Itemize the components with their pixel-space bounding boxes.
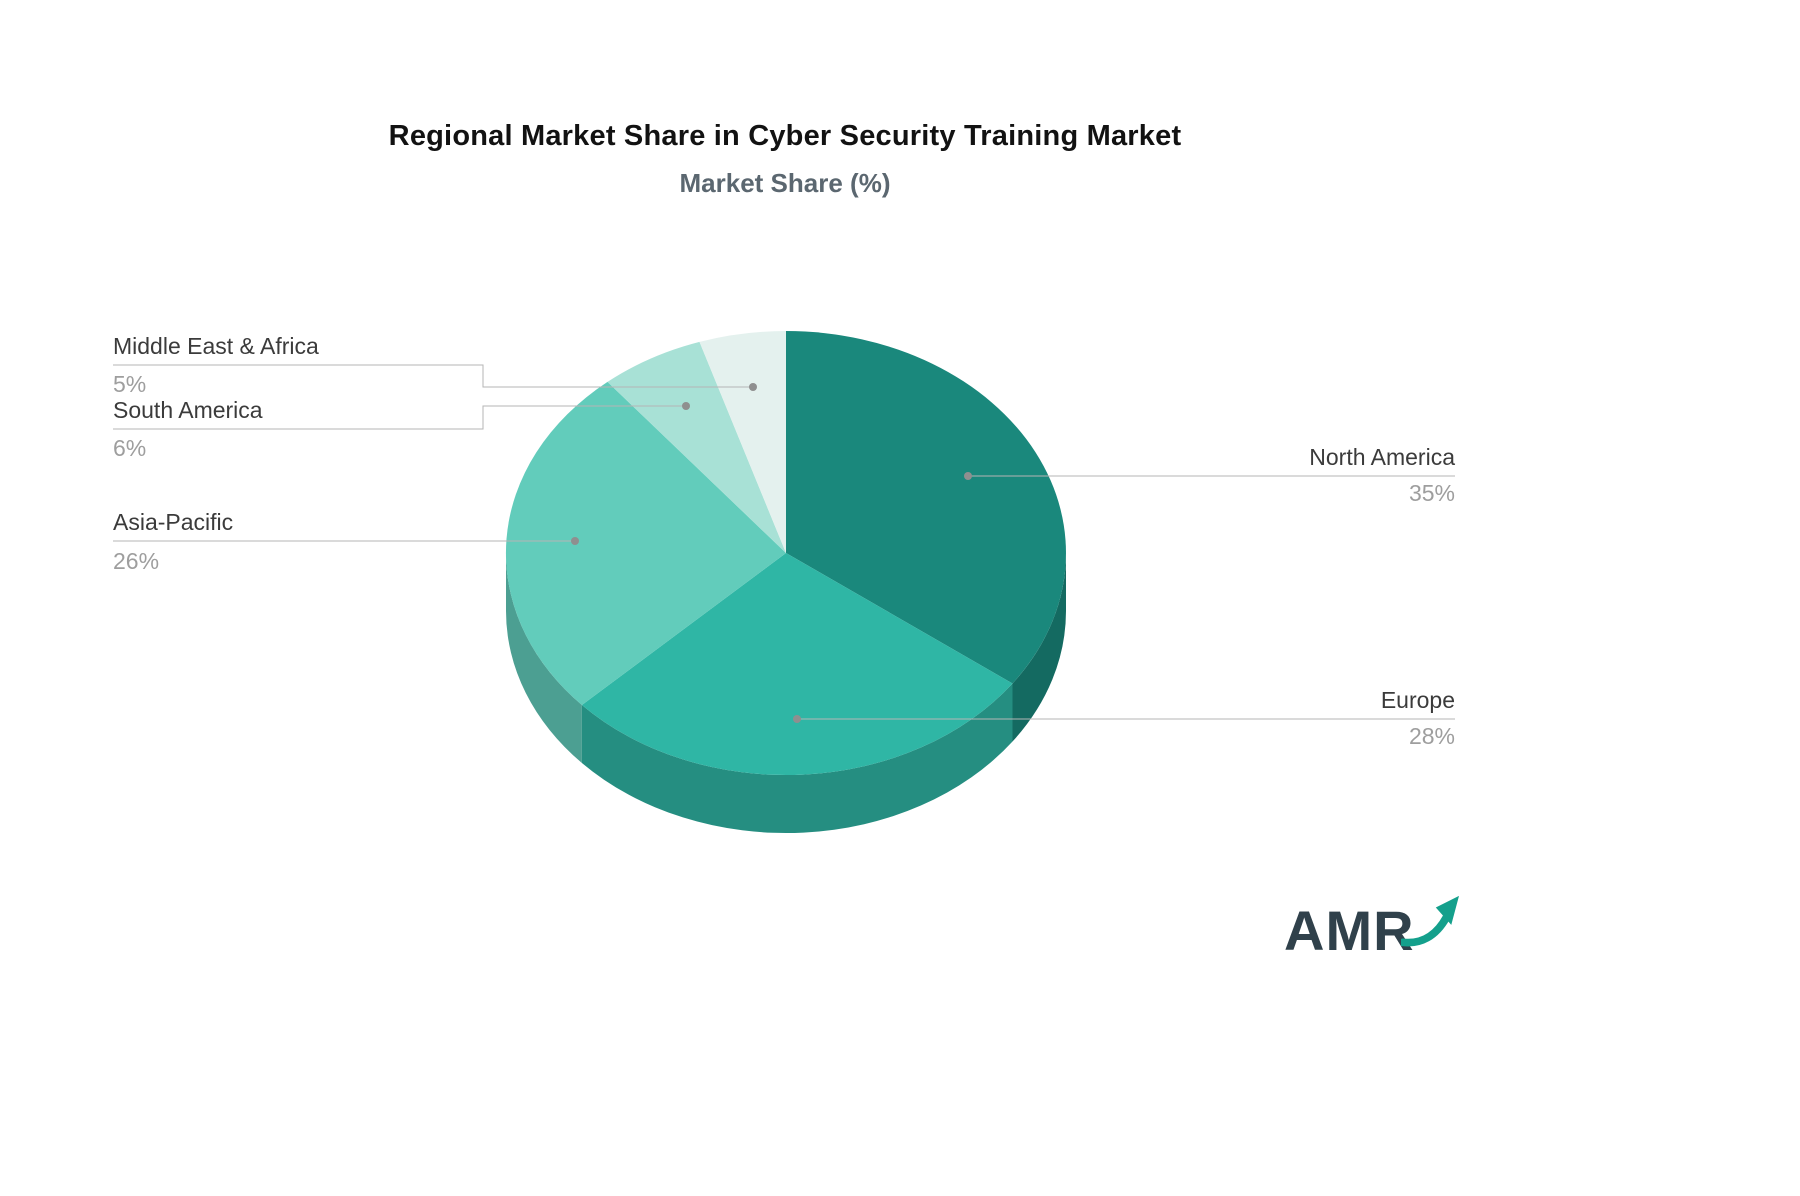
leader-dot-south-america (682, 402, 690, 410)
chart-subtitle: Market Share (%) (679, 168, 891, 198)
callout-value-europe: 28% (1408, 723, 1455, 749)
leader-line-south-america (113, 405, 686, 430)
callout-label-south-america: South America (113, 397, 263, 423)
callout-value-north-america: 35% (1408, 480, 1455, 506)
leader-dot-asia-pacific (571, 537, 579, 545)
callout-label-europe: Europe (1380, 687, 1455, 713)
amr-logo-text: AMR (1284, 899, 1415, 962)
chart-title: Regional Market Share in Cyber Security … (388, 120, 1182, 152)
callout-value-asia-pacific: 26% (113, 548, 160, 574)
callout-value-south-america: 6% (113, 435, 147, 461)
amr-logo: AMR (1284, 895, 1459, 963)
callout-label-north-america: North America (1309, 444, 1455, 470)
pie-slice-europe[interactable] (581, 553, 1013, 776)
leader-line-middle-east-africa (113, 364, 753, 388)
pie-slice-side-north-america (1012, 553, 1066, 742)
callout-label-middle-east-africa: Middle East & Africa (113, 333, 319, 359)
pie-slice-side-europe (581, 683, 1013, 834)
pie-slice-north-america[interactable] (786, 331, 1066, 684)
amr-logo-arrow-icon (1400, 895, 1459, 946)
pie-slice-south-america[interactable] (607, 341, 787, 553)
leader-dot-north-america (964, 472, 972, 480)
leader-dot-europe (793, 715, 801, 723)
callout-label-asia-pacific: Asia-Pacific (113, 509, 234, 535)
pie-slice-asia-pacific[interactable] (505, 381, 786, 705)
callout-value-middle-east-africa: 5% (113, 371, 147, 397)
leader-dot-middle-east-africa (749, 383, 757, 391)
pie-slice-side-asia-pacific (505, 553, 582, 763)
